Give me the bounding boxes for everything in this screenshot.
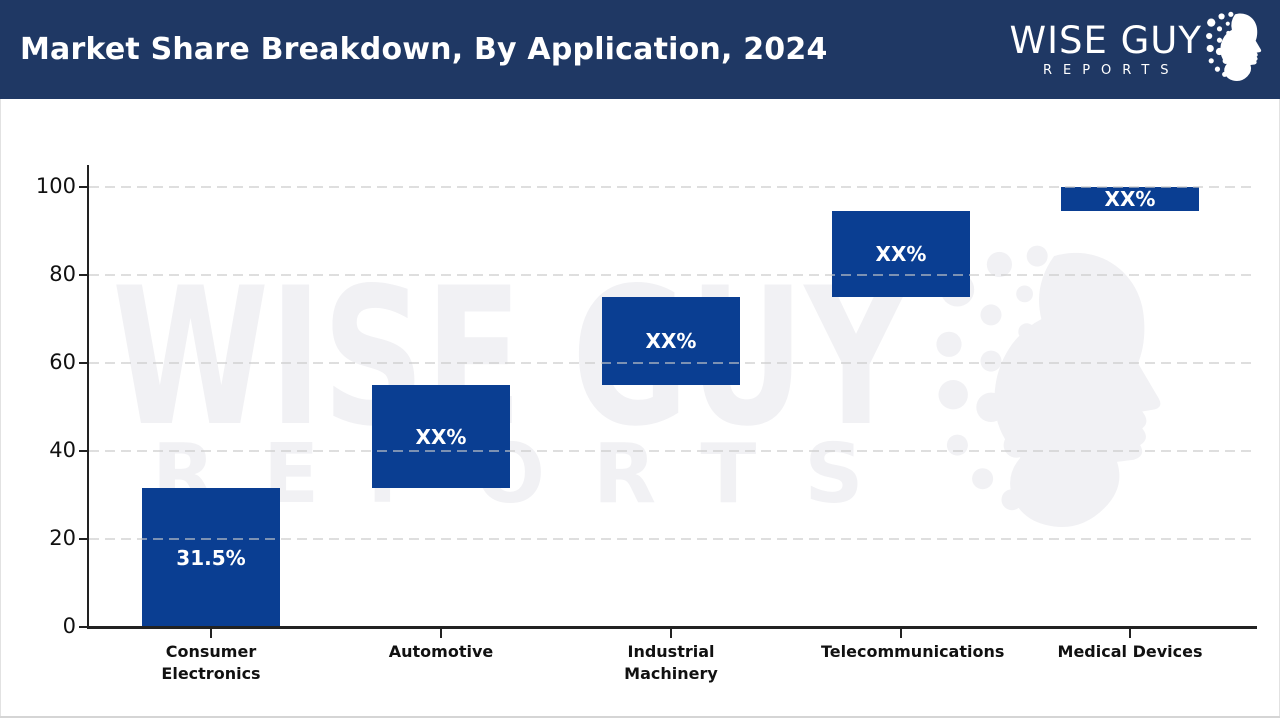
x-tick-medical-devices (1129, 629, 1131, 638)
brand-face-icon (1204, 8, 1266, 92)
category-label-medical-devices: Medical Devices (1057, 642, 1203, 661)
x-tick-consumer-electronics (210, 629, 212, 638)
chart-title: Market Share Breakdown, By Application, … (20, 32, 828, 67)
bar-value-label-consumer-electronics: 31.5% (176, 545, 246, 570)
bar-automotive: XX% (372, 385, 510, 489)
y-tick-label-40: 40 (49, 438, 76, 462)
bar-value-label-automotive: XX% (415, 424, 467, 449)
category-label-automotive: Automotive (388, 642, 494, 661)
y-tick-20 (79, 538, 88, 540)
y-tick-40 (79, 450, 88, 452)
gridline-80 (89, 274, 1255, 276)
x-tick-telecommunications (900, 629, 902, 638)
brand-subname: REPORTS (1042, 63, 1180, 78)
category-label-consumer-electronics: Consumer Electronics (161, 642, 261, 683)
bar-consumer-electronics: 31.5% (142, 488, 280, 627)
category-label-industrial-machinery: Industrial Machinery (624, 642, 718, 683)
bar-value-label-medical-devices: XX% (1104, 187, 1156, 212)
bar-medical-devices: XX% (1061, 187, 1199, 212)
y-tick-label-20: 20 (49, 526, 76, 550)
x-tick-industrial-machinery (670, 629, 672, 638)
brand-logo-text: WISE GUY REPORTS (1010, 22, 1202, 77)
x-axis-line (87, 626, 1257, 629)
header: Market Share Breakdown, By Application, … (0, 0, 1280, 99)
gridline-40 (89, 450, 1255, 452)
y-tick-100 (79, 186, 88, 188)
bar-value-label-telecommunications: XX% (875, 242, 927, 267)
bar-value-label-industrial-machinery: XX% (645, 329, 697, 353)
y-tick-label-60: 60 (49, 350, 76, 374)
category-label-telecommunications: Telecommunications (821, 642, 1005, 661)
brand-name: WISE GUY (1009, 19, 1202, 62)
y-tick-80 (79, 274, 88, 276)
bar-telecommunications: XX% (832, 211, 970, 297)
y-tick-60 (79, 362, 88, 364)
gridline-60 (89, 362, 1255, 364)
bar-industrial-machinery: XX% (602, 297, 740, 385)
gridline-100 (89, 186, 1255, 188)
y-tick-0 (79, 626, 88, 628)
y-tick-label-100: 100 (35, 174, 76, 198)
y-tick-label-80: 80 (49, 262, 76, 286)
footer-divider (0, 716, 1280, 718)
x-tick-automotive (440, 629, 442, 638)
brand-logo: WISE GUY REPORTS (1010, 8, 1266, 92)
y-tick-label-0: 0 (62, 614, 76, 638)
y-axis-line (87, 165, 89, 628)
gridline-20 (89, 538, 1255, 540)
